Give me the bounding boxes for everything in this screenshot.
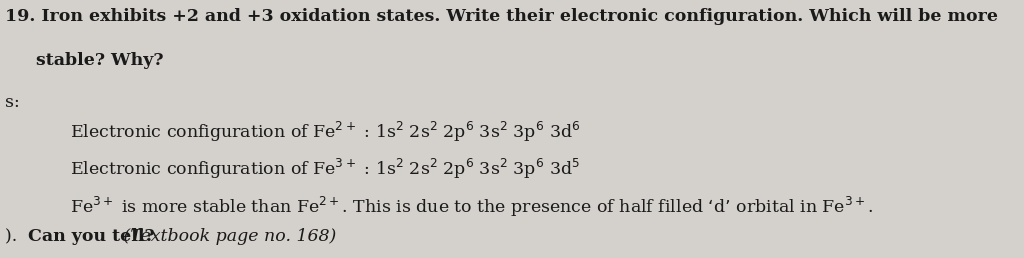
- Text: 19. Iron exhibits +2 and +3 oxidation states. Write their electronic configurati: 19. Iron exhibits +2 and +3 oxidation st…: [5, 8, 998, 25]
- Text: Fe$^{3+}$ is more stable than Fe$^{2+}$. This is due to the presence of half fil: Fe$^{3+}$ is more stable than Fe$^{2+}$.…: [70, 195, 872, 219]
- Text: s:: s:: [5, 94, 19, 111]
- Text: Electronic configuration of Fe$^{3+}$ : 1s$^{2}$ 2s$^{2}$ 2p$^{6}$ 3s$^{2}$ 3p$^: Electronic configuration of Fe$^{3+}$ : …: [70, 157, 580, 181]
- Text: ).: ).: [5, 228, 23, 245]
- Text: Can you tell?: Can you tell?: [28, 228, 155, 245]
- Text: Electronic configuration of Fe$^{2+}$ : 1s$^{2}$ 2s$^{2}$ 2p$^{6}$ 3s$^{2}$ 3p$^: Electronic configuration of Fe$^{2+}$ : …: [70, 120, 580, 144]
- Text: stable? Why?: stable? Why?: [36, 52, 164, 69]
- Text: (Textbook page no. 168): (Textbook page no. 168): [118, 228, 336, 245]
